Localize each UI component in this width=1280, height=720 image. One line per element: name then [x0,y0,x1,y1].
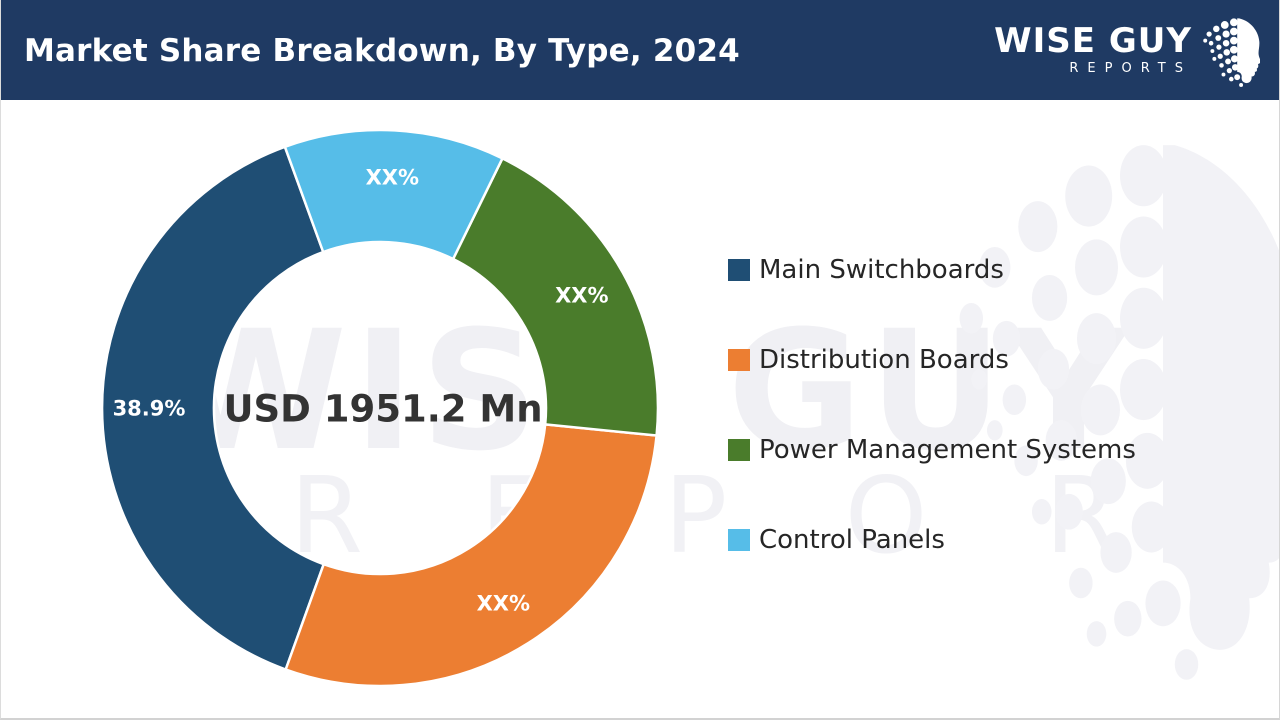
legend: Main Switchboards Distribution Boards Po… [728,255,1136,619]
segment-label-0: 38.9% [113,396,186,420]
logo-name: WISE GUY [994,21,1192,61]
segment-label-2: XX% [555,284,608,308]
legend-item: Distribution Boards [728,345,1136,375]
wise-guy-logo: WISE GUY REPORTS [994,6,1262,96]
page-title: Market Share Breakdown, By Type, 2024 [24,33,740,69]
legend-swatch-control-panels [728,529,750,551]
watermark-face-icon [959,145,1280,680]
legend-swatch-distribution-boards [728,349,750,371]
legend-label: Distribution Boards [759,345,1009,375]
logo-face-icon [1203,18,1260,87]
legend-swatch-power-management-systems [728,439,750,461]
donut-segment-1 [284,423,658,688]
logo-text: WISE GUY REPORTS [994,24,1192,76]
donut-segment-0 [100,145,325,671]
donut-segment-3 [283,128,504,261]
segment-label-3: XX% [366,165,419,189]
legend-label: Power Management Systems [759,435,1136,465]
legend-item: Control Panels [728,525,1136,555]
legend-swatch-main-switchboards [728,259,750,281]
donut-segment-2 [451,157,660,437]
legend-item: Power Management Systems [728,435,1136,465]
legend-label: Main Switchboards [759,255,1004,285]
center-value-label: USD 1951.2 Mn [223,388,542,431]
legend-item: Main Switchboards [728,255,1136,285]
legend-label: Control Panels [759,525,945,555]
segment-label-1: XX% [477,591,530,615]
header-bar: Market Share Breakdown, By Type, 2024 WI… [0,0,1280,100]
logo-subtitle: REPORTS [1069,61,1192,76]
